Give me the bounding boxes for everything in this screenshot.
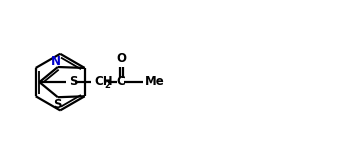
Text: CH: CH — [95, 75, 113, 88]
Text: N: N — [51, 55, 61, 68]
Text: 2: 2 — [104, 80, 110, 90]
Text: C: C — [116, 75, 125, 88]
Text: Me: Me — [145, 75, 165, 88]
Text: O: O — [117, 52, 127, 66]
Text: S: S — [69, 75, 78, 88]
Text: S: S — [54, 98, 62, 111]
